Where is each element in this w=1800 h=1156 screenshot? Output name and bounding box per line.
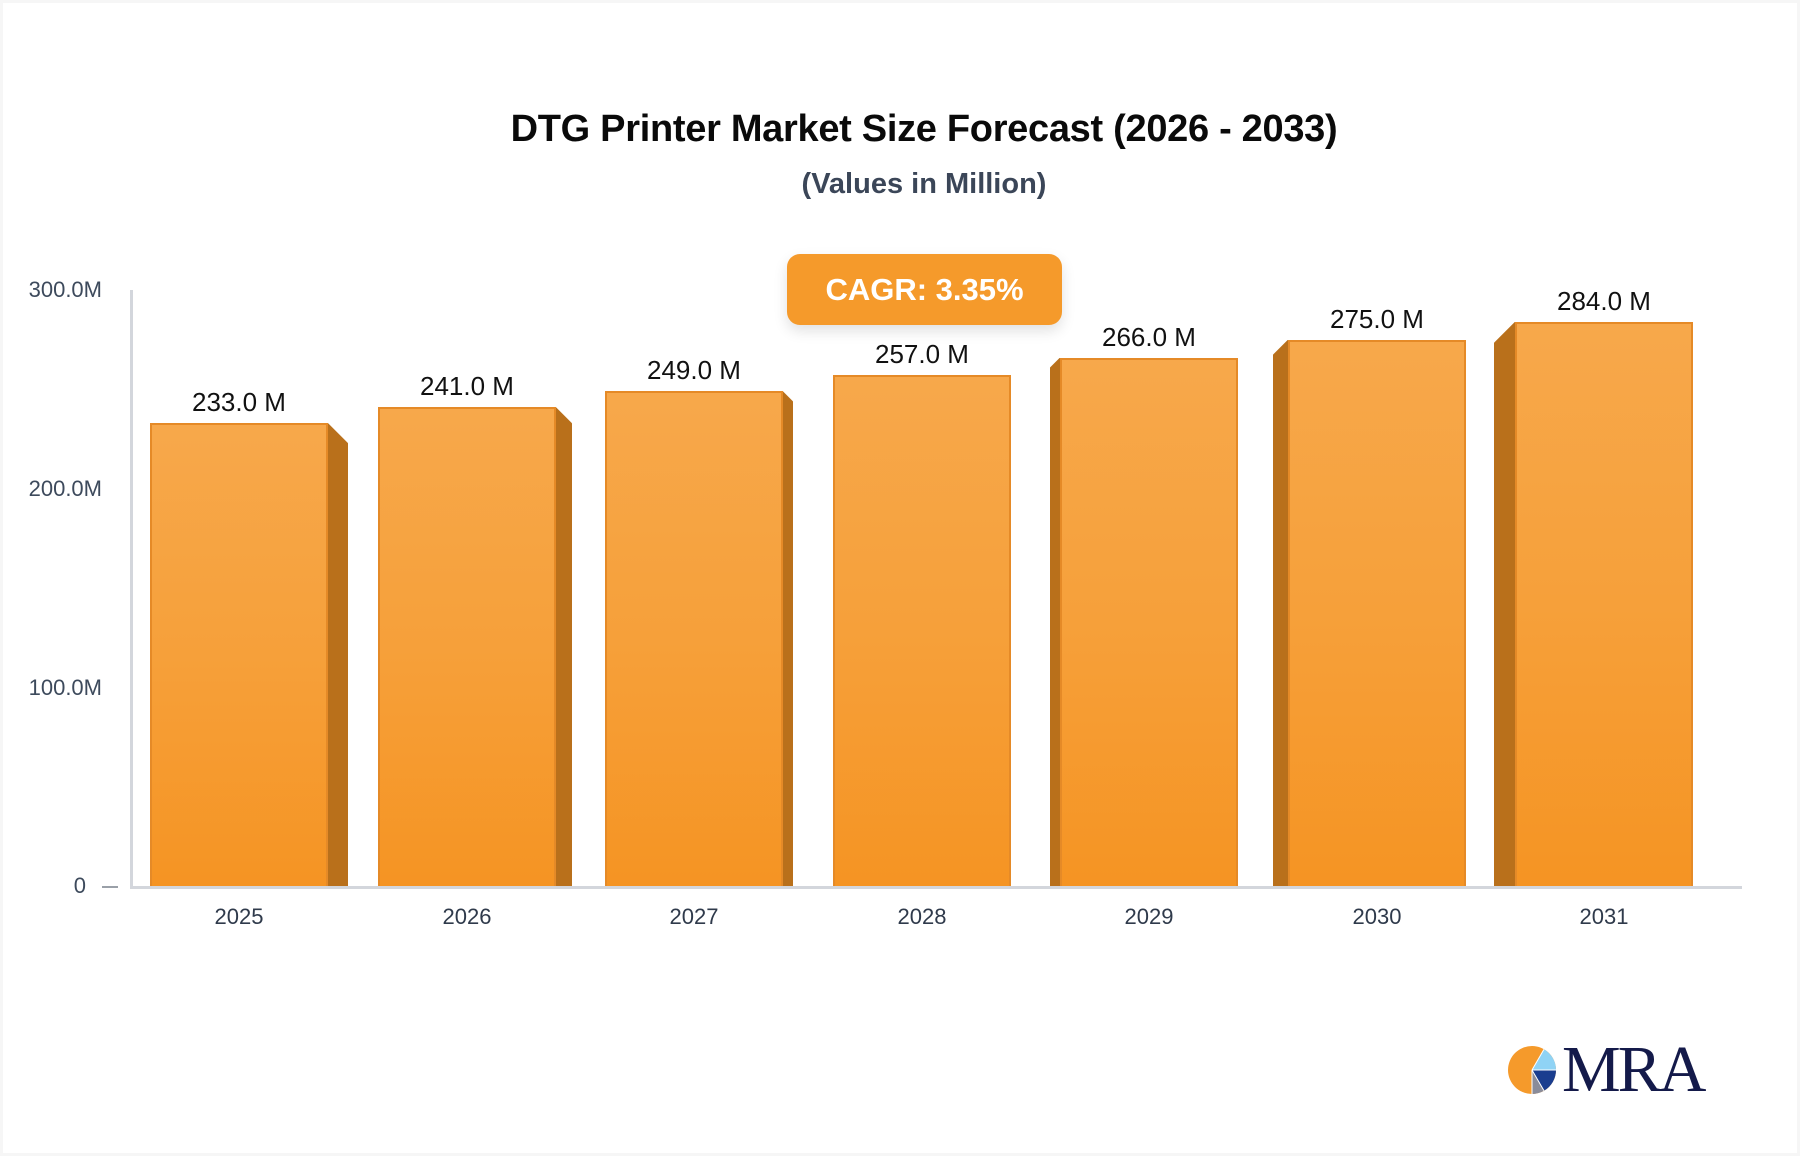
bar-side-face xyxy=(1050,357,1060,886)
bar-front-face xyxy=(1515,321,1693,886)
pie-chart-logo-icon xyxy=(1508,1046,1556,1094)
bar-value-label: 249.0 M xyxy=(647,355,741,386)
chart-title: DTG Printer Market Size Forecast (2026 -… xyxy=(510,108,1338,150)
mra-logo: MRA xyxy=(1506,1033,1706,1106)
bar-2026 xyxy=(378,407,572,886)
bar-value-label: 241.0 M xyxy=(420,371,514,402)
y-tick-label: 0 xyxy=(73,873,86,898)
bar-front-face xyxy=(1288,339,1466,886)
bar-2025 xyxy=(150,423,348,886)
bar-2028 xyxy=(833,375,1011,886)
x-tick-label: 2030 xyxy=(1352,904,1402,929)
y-tick-label: 300.0M xyxy=(28,277,102,302)
bar-2027 xyxy=(605,391,793,886)
bar-value-label: 233.0 M xyxy=(192,387,286,418)
bar-value-label: 257.0 M xyxy=(875,339,969,370)
bar-front-face xyxy=(378,407,556,886)
bar-value-label: 275.0 M xyxy=(1330,303,1424,334)
bar-side-face xyxy=(1273,339,1288,886)
cagr-badge: CAGR: 3.35% xyxy=(787,254,1062,325)
x-tick-label: 2025 xyxy=(214,904,264,929)
y-tick-label: 200.0M xyxy=(28,476,102,501)
bar-side-face xyxy=(556,407,572,886)
x-tick-label: 2028 xyxy=(897,904,947,929)
bar-2031 xyxy=(1494,321,1693,886)
bar-front-face xyxy=(1060,357,1238,886)
bar-side-face xyxy=(783,391,793,886)
y-axis-zero-tick xyxy=(102,886,118,888)
logo-text: MRA xyxy=(1562,1033,1706,1106)
x-axis-line xyxy=(130,886,1742,889)
bar-value-label: 284.0 M xyxy=(1557,285,1651,316)
bar-value-label: 266.0 M xyxy=(1102,321,1196,352)
y-tick-label: 100.0M xyxy=(28,675,102,700)
y-axis-line xyxy=(130,290,133,889)
chart-subtitle: (Values in Million) xyxy=(801,168,1047,200)
bar-2029 xyxy=(1050,357,1238,886)
bar-front-face xyxy=(150,423,328,886)
x-tick-label: 2029 xyxy=(1124,904,1174,929)
bar-side-face xyxy=(1494,321,1515,886)
x-tick-label: 2026 xyxy=(442,904,492,929)
bar-front-face xyxy=(605,391,783,886)
x-tick-label: 2027 xyxy=(669,904,719,929)
bar-side-face xyxy=(328,423,348,886)
x-tick-label: 2031 xyxy=(1579,904,1629,929)
bar-2030 xyxy=(1273,339,1466,886)
bar-front-face xyxy=(833,375,1011,886)
